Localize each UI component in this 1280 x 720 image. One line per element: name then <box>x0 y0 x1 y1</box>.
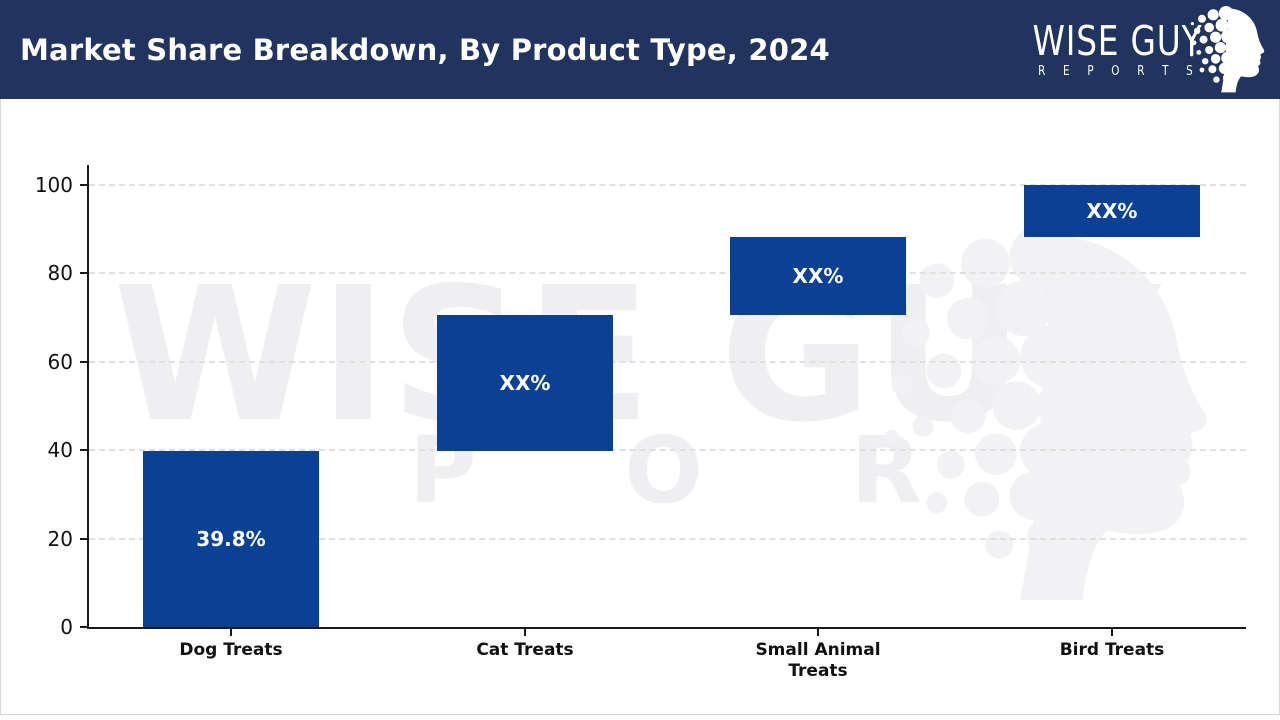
x-category-label-line: Small Animal <box>755 640 881 660</box>
bar-value-label: XX% <box>792 263 844 288</box>
y-tickmark <box>80 626 89 628</box>
x-axis-line <box>87 627 1246 629</box>
bar: XX% <box>730 236 906 315</box>
logo-reports-label: R E P O R T S <box>1037 64 1200 79</box>
y-tick-label: 40 <box>47 438 73 463</box>
y-gridline <box>89 184 1246 186</box>
chart-title: Market Share Breakdown, By Product Type,… <box>20 32 830 67</box>
header-bar: Market Share Breakdown, By Product Type,… <box>0 0 1280 99</box>
bar-value-label: 39.8% <box>196 527 266 552</box>
chart-body: WISE GUY P O R T S 02040608010039.8%Dog … <box>0 99 1280 715</box>
x-category-label: Bird Treats <box>1002 640 1222 661</box>
x-tickmark <box>817 629 819 636</box>
y-tick-label: 60 <box>47 349 73 374</box>
y-gridline <box>89 449 1246 452</box>
y-tick-label: 0 <box>60 615 73 639</box>
y-gridline <box>89 537 1246 540</box>
bar: 39.8% <box>143 451 319 627</box>
x-tickmark <box>1111 629 1113 636</box>
bar: XX% <box>437 314 613 452</box>
plot-area: 0 20 40 60 80 100 39.8% Dog Treats XX% Cat Treats… <box>1 99 1279 714</box>
y-tickmark <box>80 360 89 363</box>
bar-value-label: XX% <box>1086 198 1138 223</box>
bar-value-label: XX% <box>499 371 551 395</box>
y-tickmark <box>80 272 89 275</box>
wiseguy-logo: WISE GUY R E P O R T S <box>990 6 1266 94</box>
y-axis-line <box>87 165 89 629</box>
x-tickmark <box>524 629 526 636</box>
x-category-label: Cat Treats <box>415 640 635 661</box>
x-tickmark <box>230 629 232 636</box>
x-category-label-line: Dog Treats <box>179 640 283 660</box>
y-gridline <box>89 272 1246 275</box>
y-tickmark <box>80 184 89 186</box>
logo-text: WISE GUY R E P O R T S <box>1032 17 1202 79</box>
x-category-label: Dog Treats <box>121 640 341 661</box>
y-gridline <box>89 360 1246 363</box>
y-tick-label: 20 <box>47 526 73 551</box>
x-category-label-line: Treats <box>788 661 848 681</box>
logo-wordmark: WISE GUY <box>1032 17 1202 65</box>
bar: XX% <box>1024 185 1200 237</box>
x-category-label-line: Bird Treats <box>1059 640 1165 660</box>
x-category-label: Small Animal Treats <box>708 640 928 682</box>
y-tickmark <box>80 537 89 540</box>
y-tick-label: 100 <box>34 173 73 197</box>
y-tickmark <box>80 449 89 452</box>
x-category-label-line: Cat Treats <box>476 640 574 660</box>
y-tick-label: 80 <box>47 261 73 286</box>
